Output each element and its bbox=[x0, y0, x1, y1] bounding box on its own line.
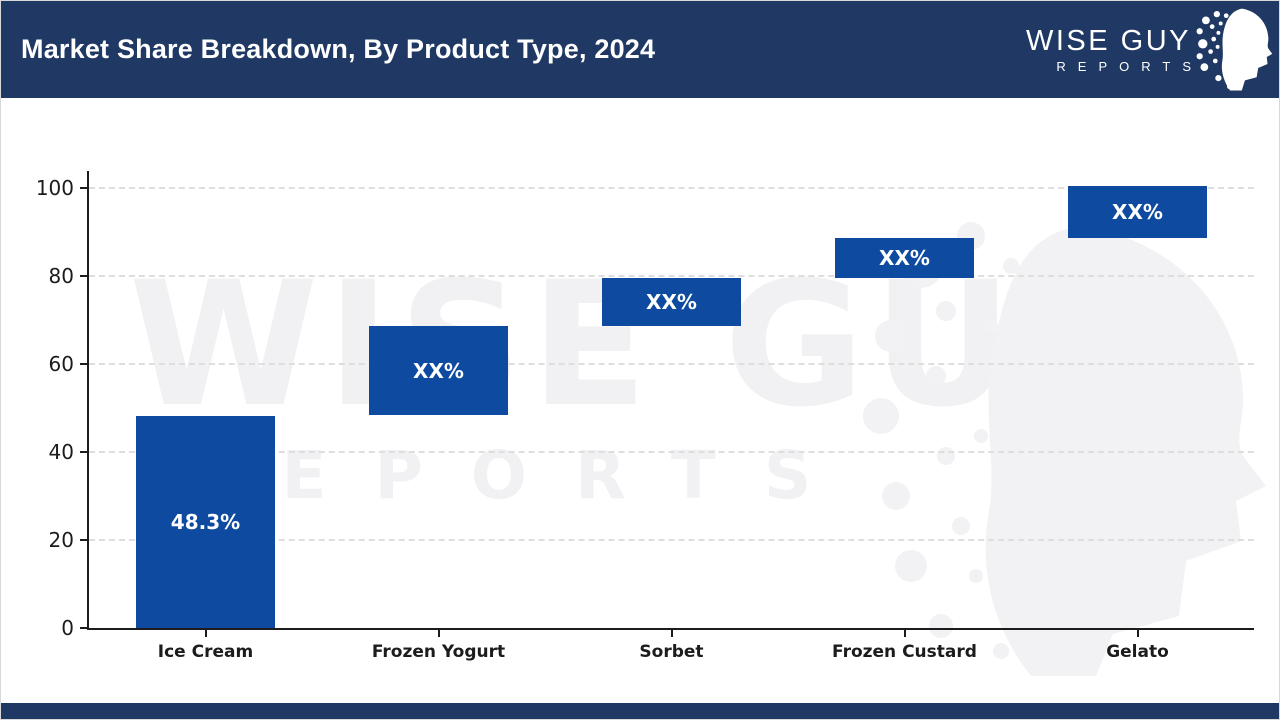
y-tick bbox=[80, 451, 89, 453]
y-tick-label: 100 bbox=[35, 176, 74, 200]
y-tick bbox=[80, 187, 89, 189]
header: Market Share Breakdown, By Product Type,… bbox=[1, 1, 1279, 98]
y-tick-label: 40 bbox=[48, 440, 74, 464]
bar-value-label: XX% bbox=[413, 358, 464, 383]
x-axis bbox=[87, 628, 1254, 630]
bar: XX% bbox=[1068, 186, 1207, 239]
y-tick bbox=[80, 539, 89, 541]
x-tick-label: Frozen Yogurt bbox=[371, 642, 506, 662]
wiseguy-logo: WISE GUY REPORTS bbox=[1026, 1, 1273, 98]
x-tick bbox=[437, 630, 440, 637]
y-tick-label: 0 bbox=[61, 616, 74, 640]
x-tick-label: Frozen Custard bbox=[832, 642, 977, 662]
bar-value-label: XX% bbox=[646, 290, 697, 315]
y-axis bbox=[87, 171, 89, 630]
bar-value-label: XX% bbox=[879, 246, 930, 271]
y-tick bbox=[80, 627, 89, 629]
gridline bbox=[89, 187, 1254, 189]
gridline bbox=[89, 275, 1254, 277]
logo-text: WISE GUY REPORTS bbox=[1026, 26, 1191, 74]
footer-bar bbox=[1, 703, 1279, 719]
bar: XX% bbox=[602, 278, 741, 327]
page-title: Market Share Breakdown, By Product Type,… bbox=[21, 34, 656, 64]
x-tick-label: Ice Cream bbox=[157, 642, 254, 662]
logo-head-icon bbox=[1196, 8, 1273, 91]
bar: 48.3% bbox=[136, 415, 275, 628]
x-tick bbox=[1136, 630, 1139, 637]
y-tick-label: 60 bbox=[48, 352, 74, 376]
bar-value-label: XX% bbox=[1112, 200, 1163, 225]
gridline bbox=[89, 363, 1254, 365]
y-tick-label: 80 bbox=[48, 264, 74, 288]
logo-wordmark: WISE GUY bbox=[1025, 24, 1191, 57]
y-tick-label: 20 bbox=[48, 528, 74, 552]
x-tick bbox=[670, 630, 673, 637]
bar: XX% bbox=[369, 326, 508, 416]
logo-subtitle: REPORTS bbox=[1056, 58, 1203, 74]
gridline bbox=[89, 539, 1254, 541]
bar-value-label: 48.3% bbox=[170, 509, 241, 534]
x-tick-label: Gelato bbox=[1106, 642, 1169, 662]
bar: XX% bbox=[835, 238, 974, 279]
y-tick bbox=[80, 275, 89, 277]
x-tick bbox=[903, 630, 906, 637]
y-tick bbox=[80, 363, 89, 365]
x-tick bbox=[204, 630, 207, 637]
x-tick-label: Sorbet bbox=[639, 642, 704, 662]
gridline bbox=[89, 451, 1254, 453]
